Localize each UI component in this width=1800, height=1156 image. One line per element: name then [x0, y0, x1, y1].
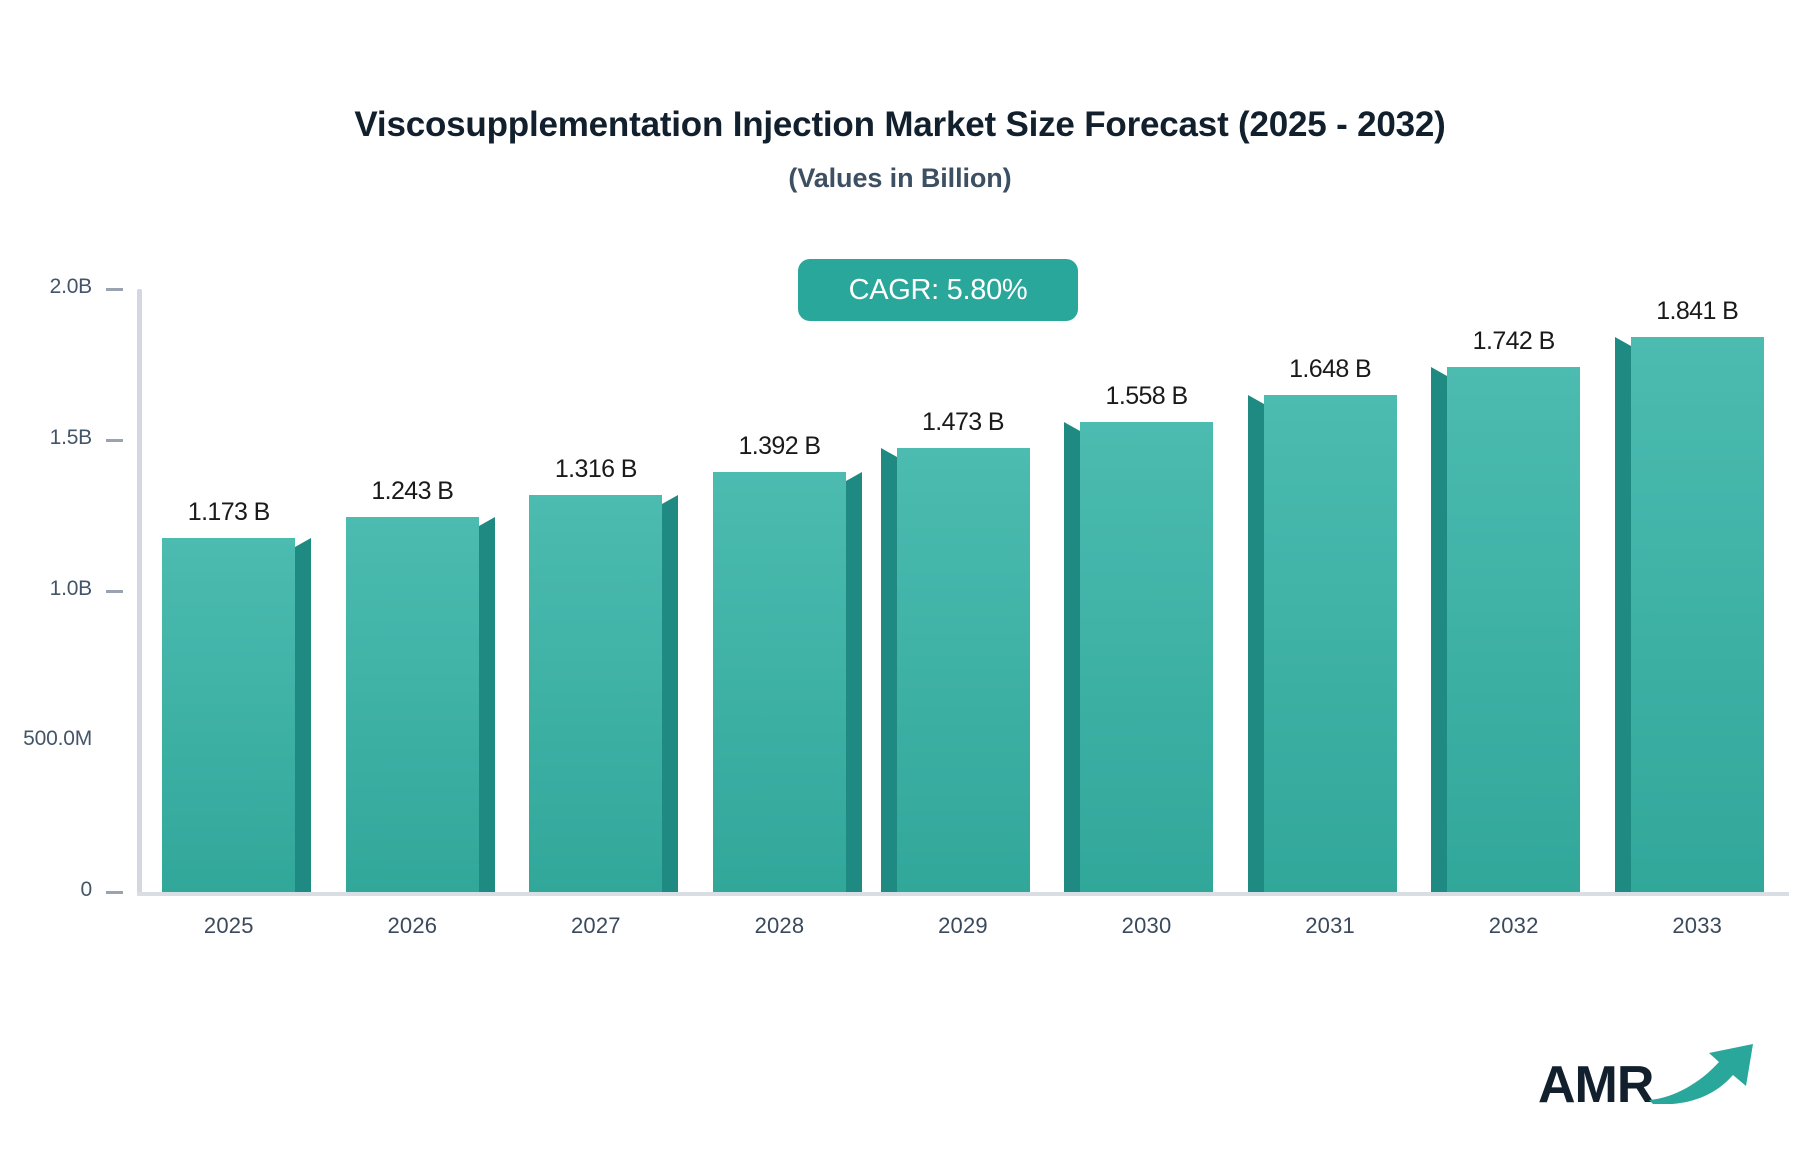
bar-value-label: 1.648 B	[1289, 355, 1372, 384]
bar-front-face	[1447, 366, 1581, 892]
bar-front-face	[529, 495, 663, 892]
x-axis-tick-label: 2032	[1488, 913, 1539, 938]
bar-value-label: 1.558 B	[1105, 382, 1189, 411]
bar[interactable]: 1.392 B	[712, 432, 862, 892]
bar[interactable]: 1.558 B	[1064, 382, 1214, 892]
bar-side-face	[478, 526, 495, 892]
bar-front-face	[896, 447, 1030, 892]
bar-top-bevel	[1431, 366, 1448, 376]
y-axis-tick-mark	[106, 891, 123, 894]
bar[interactable]: 1.473 B	[880, 408, 1030, 892]
y-axis-tick-mark	[106, 589, 123, 593]
bar-side-face	[1247, 404, 1264, 892]
y-axis-tick-label: 0	[80, 878, 93, 901]
bar[interactable]: 1.841 B	[1614, 297, 1764, 892]
bar-side-face	[295, 547, 312, 892]
bar-top-bevel	[1247, 395, 1264, 405]
bar-value-label: 1.316 B	[554, 455, 638, 484]
x-axis-tick-label: 2028	[754, 913, 805, 938]
chart-subtitle: (Values in Billion)	[788, 162, 1012, 193]
bar-front-face	[162, 538, 296, 892]
bar-front-face	[1263, 395, 1397, 892]
y-axis-tick-label: 1.5B	[49, 425, 93, 449]
y-axis-tick-label: 2.0B	[49, 275, 93, 298]
amr-logo-text: AMR	[1538, 1056, 1654, 1114]
bar-value-label: 1.243 B	[371, 477, 454, 506]
bar-front-face	[345, 517, 479, 892]
x-axis-tick-label: 2025	[203, 913, 254, 938]
bar-side-face	[880, 456, 897, 892]
page-title: Viscosupplementation Injection Market Si…	[354, 105, 1446, 144]
bar-top-bevel	[1064, 422, 1081, 432]
bar-top-bevel	[845, 472, 862, 482]
y-axis-tick-mark	[106, 438, 123, 442]
cagr-badge: CAGR: 5.80%	[798, 259, 1078, 321]
bar[interactable]: 1.316 B	[529, 455, 679, 892]
x-axis-line	[137, 892, 1789, 896]
x-axis-tick-label: 2029	[938, 913, 988, 938]
x-axis-tick-label: 2030	[1121, 913, 1172, 938]
bar-side-face	[845, 481, 862, 892]
bar-side-face	[1064, 431, 1081, 892]
bar-side-face	[1614, 345, 1631, 892]
amr-logo: AMR	[1538, 1036, 1763, 1111]
bar-front-face	[1630, 336, 1764, 892]
bar-front-face	[712, 472, 846, 892]
bar-top-bevel	[295, 538, 312, 548]
y-axis-tick-mark	[106, 288, 123, 291]
bar-value-label: 1.392 B	[738, 432, 821, 461]
bar-side-face	[662, 504, 679, 892]
bar-value-label: 1.173 B	[187, 498, 271, 527]
y-axis-tick-label: 1.0B	[49, 576, 93, 600]
x-axis-tick-label: 2026	[387, 913, 438, 938]
bar-side-face	[1431, 375, 1448, 892]
bar-top-bevel	[1614, 336, 1631, 346]
bar-top-bevel	[478, 517, 495, 527]
growth-arrow-icon	[1647, 1036, 1763, 1109]
bar-top-bevel	[880, 447, 897, 457]
bar-value-label: 1.473 B	[922, 407, 1005, 436]
bar[interactable]: 1.243 B	[345, 477, 495, 892]
x-axis-tick-label: 2027	[571, 913, 621, 938]
y-axis-tick-label: 500.0M	[23, 727, 92, 751]
bar[interactable]: 1.173 B	[162, 498, 312, 892]
x-axis-tick-label: 2033	[1672, 913, 1723, 938]
bar[interactable]: 1.742 B	[1431, 327, 1581, 892]
x-axis-tick-label: 2031	[1305, 913, 1355, 938]
bar-value-label: 1.841 B	[1656, 296, 1739, 325]
title-block: Viscosupplementation Injection Market Si…	[0, 105, 1800, 194]
y-axis-line	[137, 289, 142, 894]
bar-front-face	[1080, 422, 1214, 892]
bar-top-bevel	[662, 495, 679, 505]
bar[interactable]: 1.648 B	[1247, 355, 1397, 892]
bar-value-label: 1.742 B	[1472, 326, 1556, 355]
cagr-badge-label: CAGR: 5.80%	[848, 273, 1028, 306]
